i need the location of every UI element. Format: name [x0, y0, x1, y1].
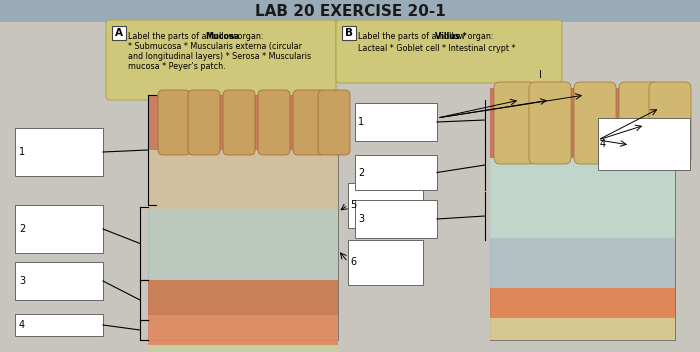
- FancyBboxPatch shape: [318, 90, 350, 155]
- Bar: [148, 95, 338, 340]
- Text: Mucosa: Mucosa: [205, 32, 239, 41]
- FancyBboxPatch shape: [529, 82, 571, 164]
- Text: I: I: [538, 70, 541, 80]
- Text: * Submucosa * Muscularis externa (circular: * Submucosa * Muscularis externa (circul…: [128, 42, 302, 51]
- Bar: [15, 205, 103, 253]
- Text: 2: 2: [358, 168, 364, 177]
- Text: LAB 20 EXERCISE 20-1: LAB 20 EXERCISE 20-1: [255, 4, 445, 19]
- FancyBboxPatch shape: [342, 25, 356, 39]
- Text: 6: 6: [350, 257, 356, 267]
- FancyBboxPatch shape: [223, 90, 255, 155]
- Text: 1: 1: [358, 117, 364, 127]
- Bar: [355, 103, 437, 141]
- Text: 1: 1: [19, 147, 25, 157]
- FancyBboxPatch shape: [258, 90, 290, 155]
- Bar: [15, 262, 103, 300]
- Bar: [490, 88, 675, 158]
- Bar: [490, 288, 675, 318]
- Bar: [490, 238, 675, 288]
- Bar: [148, 345, 338, 352]
- Text: Label the parts of a hollow organ:: Label the parts of a hollow organ:: [358, 32, 496, 41]
- Text: Villus *: Villus *: [435, 32, 467, 41]
- FancyBboxPatch shape: [494, 82, 536, 164]
- FancyBboxPatch shape: [111, 25, 125, 39]
- Text: 3: 3: [19, 276, 25, 286]
- FancyBboxPatch shape: [619, 82, 661, 164]
- Text: 2: 2: [19, 224, 25, 234]
- Bar: [348, 183, 423, 228]
- Bar: [490, 158, 675, 238]
- Bar: [15, 128, 103, 176]
- Text: Lacteal * Goblet cell * Intestinal crypt *: Lacteal * Goblet cell * Intestinal crypt…: [358, 44, 515, 53]
- Bar: [490, 88, 675, 340]
- Text: A: A: [115, 27, 122, 38]
- Text: Label the parts of a hollow organ:: Label the parts of a hollow organ:: [128, 32, 266, 41]
- Bar: [355, 200, 437, 238]
- Text: mucosa * Peyer’s patch.: mucosa * Peyer’s patch.: [128, 62, 225, 71]
- Text: 4: 4: [600, 139, 606, 149]
- FancyBboxPatch shape: [293, 90, 325, 155]
- Bar: [148, 150, 338, 210]
- FancyBboxPatch shape: [649, 82, 691, 164]
- Text: B: B: [344, 27, 353, 38]
- Bar: [348, 240, 423, 285]
- FancyBboxPatch shape: [106, 20, 336, 100]
- FancyBboxPatch shape: [158, 90, 190, 155]
- FancyBboxPatch shape: [336, 20, 562, 83]
- Text: 5: 5: [350, 200, 356, 210]
- FancyBboxPatch shape: [188, 90, 220, 155]
- Text: 3: 3: [358, 214, 364, 224]
- Bar: [355, 155, 437, 190]
- Bar: [148, 95, 338, 150]
- Bar: [148, 315, 338, 345]
- Bar: [490, 318, 675, 340]
- Bar: [15, 314, 103, 336]
- Bar: [0, 0, 700, 22]
- Text: and longitudinal layers) * Serosa * Muscularis: and longitudinal layers) * Serosa * Musc…: [128, 52, 311, 61]
- Bar: [148, 280, 338, 315]
- Bar: [148, 210, 338, 280]
- Text: 4: 4: [19, 320, 25, 330]
- Bar: [598, 118, 690, 170]
- FancyBboxPatch shape: [574, 82, 616, 164]
